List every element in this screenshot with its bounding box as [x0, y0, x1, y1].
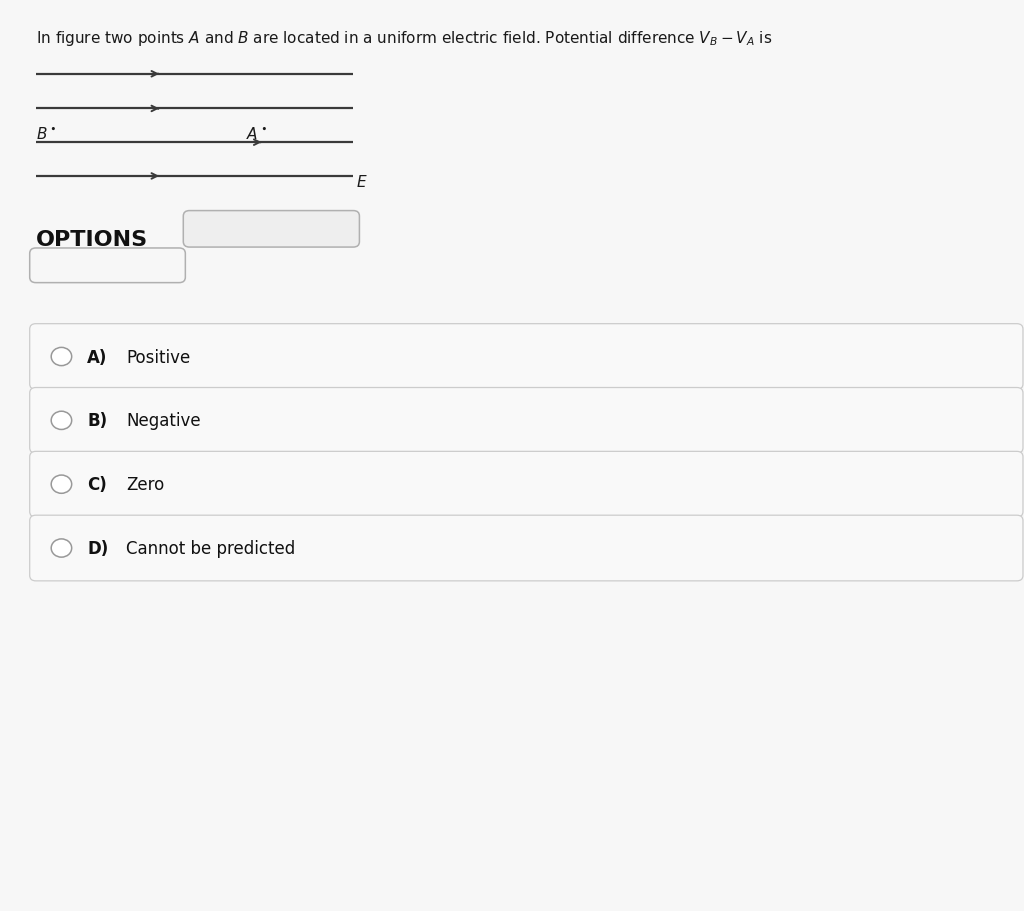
Circle shape — [51, 539, 72, 558]
Text: Zero: Zero — [126, 476, 164, 494]
Text: A): A) — [87, 348, 108, 366]
FancyBboxPatch shape — [30, 452, 1023, 517]
Text: B): B) — [87, 412, 108, 430]
Text: $B^\bullet$: $B^\bullet$ — [36, 126, 56, 142]
Text: MARK FOR REVIEW: MARK FOR REVIEW — [222, 225, 321, 234]
Circle shape — [51, 476, 72, 494]
Text: $A^\bullet$: $A^\bullet$ — [246, 126, 267, 142]
FancyBboxPatch shape — [30, 388, 1023, 454]
Text: C): C) — [87, 476, 106, 494]
FancyBboxPatch shape — [30, 516, 1023, 581]
Circle shape — [51, 412, 72, 430]
Text: OPTIONS: OPTIONS — [36, 230, 147, 250]
FancyBboxPatch shape — [183, 211, 359, 248]
Text: In figure two points $A$ and $B$ are located in a uniform electric field. Potent: In figure two points $A$ and $B$ are loc… — [36, 29, 772, 48]
Text: CLEAR SELECTION: CLEAR SELECTION — [60, 261, 155, 271]
Circle shape — [51, 348, 72, 366]
FancyBboxPatch shape — [30, 324, 1023, 390]
Text: D): D) — [87, 539, 109, 558]
Text: $E$: $E$ — [356, 174, 368, 190]
Text: Positive: Positive — [126, 348, 190, 366]
Text: Cannot be predicted: Cannot be predicted — [126, 539, 295, 558]
FancyBboxPatch shape — [30, 249, 185, 283]
Text: Negative: Negative — [126, 412, 201, 430]
